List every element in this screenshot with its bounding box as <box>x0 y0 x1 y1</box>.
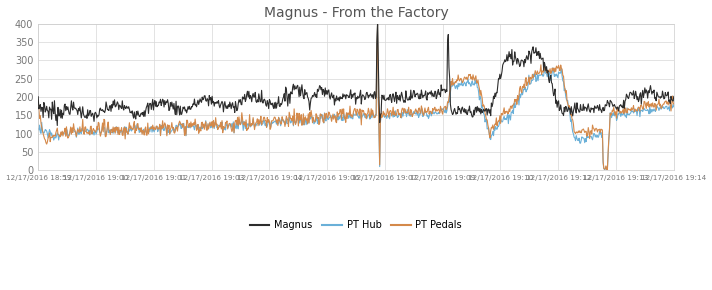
PT Hub <box>103 126 112 130</box>
Magnus <box>34 95 43 99</box>
PT Hub <box>199 124 208 128</box>
Magnus <box>200 94 209 97</box>
Magnus <box>669 95 678 98</box>
PT Hub <box>513 99 522 102</box>
Title: Magnus - From the Factory: Magnus - From the Factory <box>263 6 449 19</box>
PT Pedals <box>305 111 314 114</box>
PT Hub <box>669 105 678 108</box>
PT Hub <box>34 127 43 130</box>
Magnus <box>584 102 592 106</box>
Magnus <box>488 105 496 108</box>
PT Hub <box>602 168 611 172</box>
PT Pedals <box>373 22 382 25</box>
PT Pedals <box>103 124 112 128</box>
Line: Magnus: Magnus <box>38 23 674 126</box>
Line: PT Hub: PT Hub <box>38 23 674 170</box>
Magnus <box>373 22 382 25</box>
PT Pedals <box>199 122 208 126</box>
PT Hub <box>305 115 314 119</box>
PT Pedals <box>34 99 43 102</box>
PT Pedals <box>603 168 612 172</box>
PT Pedals <box>669 102 678 106</box>
Magnus <box>306 102 315 105</box>
PT Hub <box>373 22 382 25</box>
PT Hub <box>487 134 496 137</box>
PT Pedals <box>487 126 496 129</box>
Magnus <box>514 58 523 61</box>
Line: PT Pedals: PT Pedals <box>38 23 674 170</box>
PT Pedals <box>583 133 592 136</box>
PT Pedals <box>513 94 522 97</box>
PT Hub <box>583 136 592 139</box>
Magnus <box>104 108 112 111</box>
Legend: Magnus, PT Hub, PT Pedals: Magnus, PT Hub, PT Pedals <box>246 216 466 234</box>
Magnus <box>53 124 61 127</box>
